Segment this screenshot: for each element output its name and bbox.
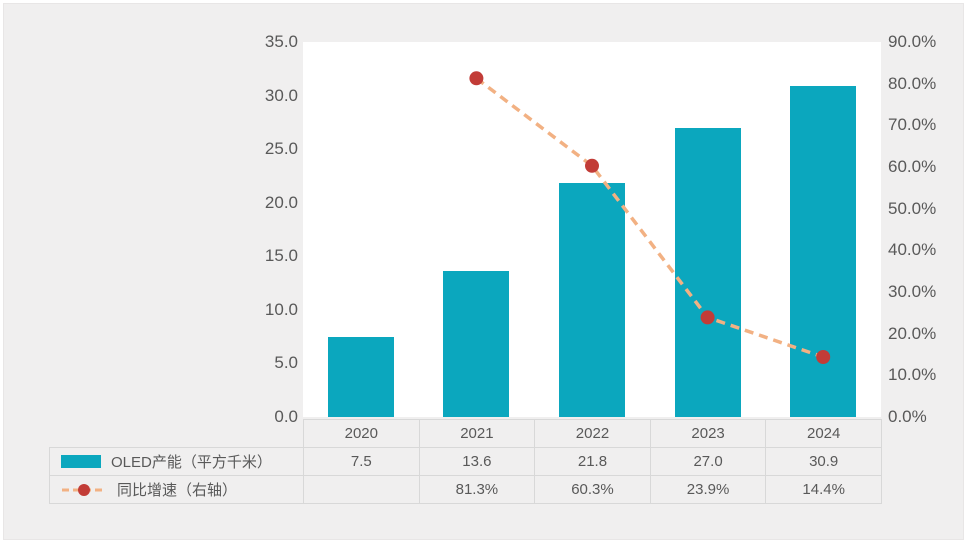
right-axis-tick: 20.0% xyxy=(888,323,937,343)
legend-growth: 同比增速（右轴） xyxy=(51,479,303,500)
legend-growth-label: 同比增速（右轴） xyxy=(117,482,238,499)
table-corner-ghost xyxy=(50,420,304,448)
year-header-cell: 2024 xyxy=(765,419,882,448)
left-axis-tick: 0.0 xyxy=(274,407,298,426)
right-axis-tick: 70.0% xyxy=(888,115,937,135)
legend-growth-cell: 同比增速（右轴） xyxy=(49,475,304,504)
year-header-cell: 2020 xyxy=(303,419,420,448)
growth-marker-2023 xyxy=(700,310,715,325)
growth-marker-2022 xyxy=(585,158,599,173)
growth-value-cell: 81.3% xyxy=(418,475,536,504)
legend-capacity: OLED产能（平方千米） xyxy=(51,451,303,472)
growth-line xyxy=(475,76,824,359)
left-axis-tick: 25.0 xyxy=(264,139,298,159)
capacity-value-cell: 27.0 xyxy=(649,447,767,476)
legend-capacity-cell: OLED产能（平方千米） xyxy=(49,447,304,476)
right-axis-tick: 30.0% xyxy=(888,282,937,301)
left-axis-tick: 15.0 xyxy=(264,246,298,266)
bar-2022 xyxy=(559,183,625,417)
right-axis-tick: 0.0% xyxy=(888,407,927,426)
growth-value-cell: 14.4% xyxy=(765,475,882,504)
plot-area xyxy=(303,42,881,417)
growth-value-cell: 60.3% xyxy=(534,475,651,504)
left-axis-tick: 35.0 xyxy=(264,32,298,51)
year-header-cell: 2021 xyxy=(418,419,536,448)
year-header-cell: 2023 xyxy=(649,419,767,448)
line-series-swatch-icon xyxy=(62,483,106,496)
right-axis-tick: 40.0% xyxy=(888,240,937,260)
year-header-cell: 2022 xyxy=(534,419,651,448)
capacity-value-cell: 13.6 xyxy=(418,447,536,476)
right-axis-tick: 10.0% xyxy=(888,365,937,385)
right-axis-tick: 60.0% xyxy=(888,157,937,176)
growth-marker-2021 xyxy=(469,71,484,86)
bar-2021 xyxy=(443,271,510,417)
left-axis-tick: 30.0 xyxy=(264,85,298,105)
bar-2023 xyxy=(674,127,741,417)
growth-value-cell xyxy=(303,475,420,504)
chart-canvas: 35.0 30.0 25.0 20.0 15.0 10.0 5.0 0.0 90.0% 80.0… xyxy=(3,3,964,540)
right-axis-tick: 90.0% xyxy=(888,32,937,51)
legend-capacity-label: OLED产能（平方千米） xyxy=(111,454,272,471)
left-axis-tick: 5.0 xyxy=(274,353,298,373)
capacity-value-cell: 21.8 xyxy=(534,447,651,476)
bar-2020 xyxy=(327,336,394,417)
left-axis-tick: 20.0 xyxy=(264,192,298,212)
left-axis-tick: 10.0 xyxy=(264,299,298,319)
data-table: 2020 2021 2022 2023 2024 OLED产能（平方千米） 7.5 13.6 2… xyxy=(49,419,882,504)
capacity-value-cell: 30.9 xyxy=(765,447,882,476)
right-axis: 90.0% 80.0% 70.0% 60.0% 50.0% 40.0% 30.0% 20.0%… xyxy=(888,4,963,539)
growth-line-series xyxy=(469,71,831,364)
capacity-value-cell: 7.5 xyxy=(303,447,420,476)
left-axis: 35.0 30.0 25.0 20.0 15.0 10.0 5.0 0.0 xyxy=(4,4,298,539)
right-axis-tick: 80.0% xyxy=(888,73,937,93)
growth-marker-2024 xyxy=(816,350,831,364)
bar-series-swatch-icon xyxy=(61,455,101,468)
growth-value-cell: 23.9% xyxy=(649,475,767,504)
right-axis-tick: 50.0% xyxy=(888,198,937,218)
